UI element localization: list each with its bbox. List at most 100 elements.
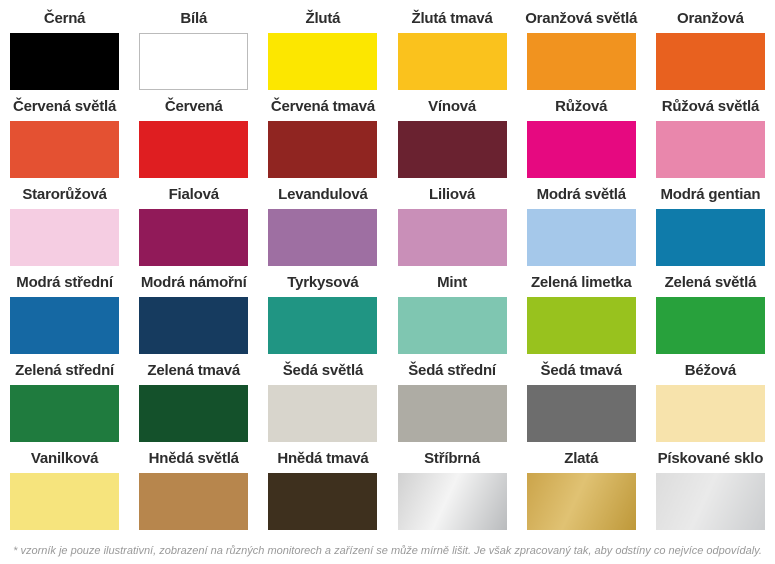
swatch-color-rect <box>268 209 378 266</box>
swatch-color-rect <box>10 209 120 266</box>
swatch-label: Béžová <box>684 362 737 379</box>
swatch-color-rect <box>655 33 765 90</box>
swatch-label: Tyrkysová <box>287 274 359 291</box>
swatch-label: Vanilková <box>30 450 99 467</box>
swatch-color-rect <box>139 385 249 442</box>
swatch-color-rect <box>268 121 378 178</box>
swatch-cell: Šedá světlá <box>258 354 387 442</box>
swatch-label: Zelená světlá <box>664 274 757 291</box>
swatch-label: Růžová světlá <box>661 98 760 115</box>
swatch-label: Hnědá tmavá <box>277 450 369 467</box>
swatch-cell: Žlutá tmavá <box>388 2 517 90</box>
swatch-color-rect <box>526 33 636 90</box>
swatch-color-rect <box>655 473 765 530</box>
swatch-cell: Modrá gentian <box>646 178 775 266</box>
swatch-color-rect <box>10 297 120 354</box>
swatch-color-rect <box>397 209 507 266</box>
swatch-cell: Modrá střední <box>0 266 129 354</box>
swatch-color-rect <box>268 297 378 354</box>
swatch-cell: Hnědá tmavá <box>258 442 387 530</box>
swatch-cell: Tyrkysová <box>258 266 387 354</box>
swatch-label: Fialová <box>168 186 219 203</box>
swatch-cell: Modrá světlá <box>517 178 646 266</box>
swatch-color-rect <box>526 209 636 266</box>
swatch-cell: Modrá námořní <box>129 266 258 354</box>
swatch-label: Modrá střední <box>16 274 113 291</box>
swatch-label: Šedá tmavá <box>540 362 623 379</box>
swatch-color-rect <box>268 33 378 90</box>
swatch-label: Modrá námořní <box>140 274 247 291</box>
swatch-label: Oranžová světlá <box>525 10 638 27</box>
swatch-color-rect <box>655 385 765 442</box>
swatch-cell: Starorůžová <box>0 178 129 266</box>
swatch-cell: Oranžová <box>646 2 775 90</box>
swatch-color-rect <box>10 473 120 530</box>
swatch-color-rect <box>397 121 507 178</box>
swatch-label: Červená <box>164 98 223 115</box>
swatch-color-rect <box>10 121 120 178</box>
swatch-label: Šedá střední <box>408 362 496 379</box>
swatch-cell: Vanilková <box>0 442 129 530</box>
swatch-label: Žlutá tmavá <box>411 10 493 27</box>
swatch-color-rect <box>10 385 120 442</box>
swatch-color-rect <box>139 33 249 90</box>
swatch-label: Zlatá <box>564 450 599 467</box>
swatch-label: Šedá světlá <box>282 362 364 379</box>
swatch-color-rect <box>526 385 636 442</box>
swatch-label: Vínová <box>428 98 477 115</box>
swatch-label: Červená světlá <box>13 98 117 115</box>
swatch-cell: Černá <box>0 2 129 90</box>
swatch-cell: Liliová <box>388 178 517 266</box>
swatch-cell: Mint <box>388 266 517 354</box>
swatch-cell: Zelená tmavá <box>129 354 258 442</box>
swatch-cell: Červená světlá <box>0 90 129 178</box>
swatch-cell: Stříbrná <box>388 442 517 530</box>
swatch-label: Růžová <box>555 98 608 115</box>
swatch-cell: Šedá střední <box>388 354 517 442</box>
swatch-label: Modrá světlá <box>536 186 627 203</box>
swatch-label: Zelená střední <box>15 362 115 379</box>
swatch-cell: Béžová <box>646 354 775 442</box>
swatch-cell: Bílá <box>129 2 258 90</box>
swatch-color-rect <box>268 473 378 530</box>
swatch-label: Oranžová <box>677 10 744 27</box>
swatch-cell: Levandulová <box>258 178 387 266</box>
swatch-cell: Zelená světlá <box>646 266 775 354</box>
swatch-cell: Červená tmavá <box>258 90 387 178</box>
disclaimer-note: * vzorník je pouze ilustrativní, zobraze… <box>13 545 762 557</box>
swatch-color-rect <box>139 209 249 266</box>
swatch-label: Stříbrná <box>424 450 481 467</box>
swatch-cell: Růžová <box>517 90 646 178</box>
swatch-cell: Zelená střední <box>0 354 129 442</box>
swatch-cell: Oranžová světlá <box>517 2 646 90</box>
swatch-color-rect <box>397 297 507 354</box>
swatch-label: Žlutá <box>305 10 341 27</box>
swatch-cell: Červená <box>129 90 258 178</box>
swatch-color-rect <box>268 385 378 442</box>
swatch-label: Modrá gentian <box>660 186 761 203</box>
swatch-label: Hnědá světlá <box>148 450 239 467</box>
swatch-label: Červená tmavá <box>270 98 375 115</box>
swatch-grid: Černá Bílá Žlutá Žlutá tmavá Oranžová sv… <box>0 2 775 530</box>
swatch-color-rect <box>397 385 507 442</box>
swatch-label: Černá <box>43 10 86 27</box>
swatch-label: Mint <box>437 274 468 291</box>
swatch-cell: Vínová <box>388 90 517 178</box>
swatch-label: Pískované sklo <box>657 450 764 467</box>
swatch-label: Zelená tmavá <box>147 362 241 379</box>
swatch-cell: Šedá tmavá <box>517 354 646 442</box>
swatch-label: Starorůžová <box>22 186 107 203</box>
swatch-color-rect <box>655 209 765 266</box>
swatch-label: Zelená limetka <box>530 274 632 291</box>
swatch-color-rect <box>526 121 636 178</box>
swatch-color-rect <box>397 33 507 90</box>
swatch-cell: Zelená limetka <box>517 266 646 354</box>
swatch-cell: Růžová světlá <box>646 90 775 178</box>
swatch-color-rect <box>139 297 249 354</box>
swatch-color-rect <box>655 121 765 178</box>
swatch-cell: Zlatá <box>517 442 646 530</box>
swatch-cell: Fialová <box>129 178 258 266</box>
swatch-label: Liliová <box>429 186 476 203</box>
swatch-color-rect <box>526 297 636 354</box>
